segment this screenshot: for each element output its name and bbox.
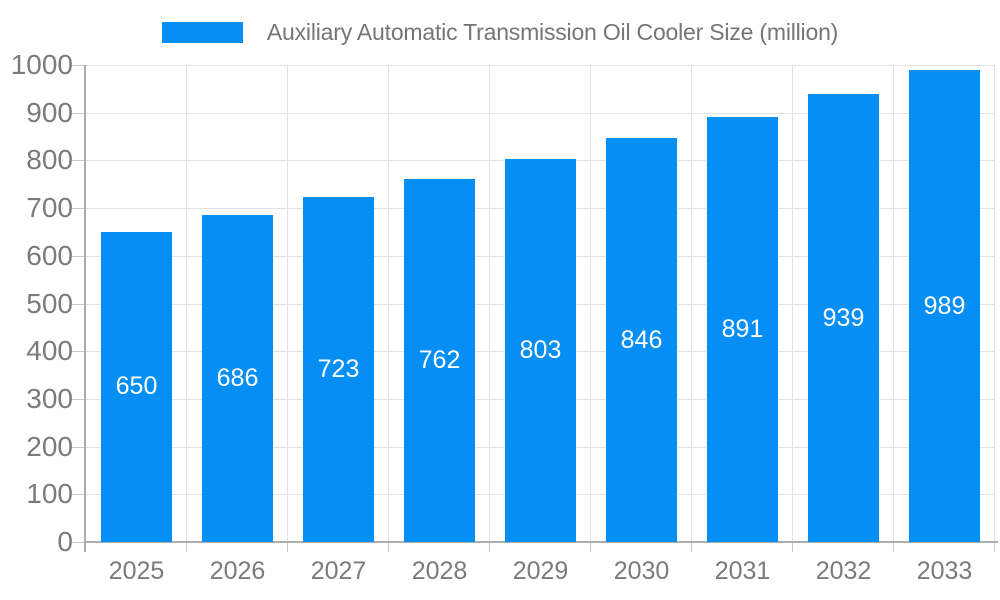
bar-value-label: 989 [923, 291, 966, 320]
bar: 989 [909, 70, 980, 542]
x-axis-category-label: 2028 [411, 557, 468, 585]
x-axis-category-label: 2031 [714, 557, 771, 585]
bar: 723 [303, 197, 374, 542]
bar: 650 [101, 231, 172, 542]
x-axis-category-label: 2030 [613, 557, 670, 585]
bar: 891 [707, 116, 778, 542]
x-axis-line [84, 541, 998, 543]
y-axis-tick-label: 1000 [10, 49, 73, 80]
h-gridline [86, 65, 995, 66]
bar: 686 [202, 214, 273, 542]
y-axis-tick-label: 600 [26, 239, 73, 271]
bar-value-label: 803 [519, 335, 562, 364]
y-axis-tick [72, 255, 85, 257]
bar: 846 [606, 138, 677, 542]
x-axis-tick [994, 543, 995, 552]
x-axis-category-label: 2033 [916, 557, 973, 585]
bar: 803 [505, 158, 576, 542]
bar-value-label: 686 [216, 363, 259, 392]
y-axis-tick-label: 400 [26, 335, 73, 367]
x-axis-tick [388, 543, 389, 552]
x-axis-tick [186, 543, 187, 552]
y-axis-line [84, 65, 86, 552]
x-axis-tick [287, 543, 288, 552]
y-axis-tick-label: 300 [26, 382, 73, 414]
v-gridline [691, 65, 692, 542]
y-axis-tick [72, 446, 85, 448]
bar-value-label: 762 [418, 345, 461, 374]
v-gridline [994, 65, 995, 542]
bar-value-label: 939 [822, 303, 865, 332]
bar-value-label: 723 [317, 355, 360, 384]
y-axis-tick [72, 303, 85, 305]
y-axis-tick [72, 65, 85, 66]
chart-legend: Auxiliary Automatic Transmission Oil Coo… [0, 19, 1000, 46]
v-gridline [287, 65, 288, 542]
v-gridline [893, 65, 894, 542]
x-axis-tick [792, 543, 793, 552]
v-gridline [489, 65, 490, 542]
v-gridline [792, 65, 793, 542]
v-gridline [590, 65, 591, 542]
y-axis-tick [72, 208, 85, 210]
x-axis-category-label: 2032 [815, 557, 872, 585]
x-axis-tick [691, 543, 692, 552]
y-axis-tick-label: 200 [26, 430, 73, 462]
x-axis-tick [893, 543, 894, 552]
bar: 762 [404, 178, 475, 542]
h-gridline [86, 112, 995, 114]
y-axis-tick [72, 351, 85, 353]
y-axis-tick-label: 100 [26, 478, 73, 510]
y-axis-tick [72, 542, 85, 543]
x-axis-category-label: 2027 [310, 557, 367, 585]
bar: 939 [808, 94, 879, 542]
legend-swatch [161, 22, 243, 43]
v-gridline [388, 65, 389, 542]
y-axis-tick-label: 900 [26, 96, 73, 128]
x-axis-category-label: 2029 [512, 557, 569, 585]
x-axis-tick [590, 543, 591, 552]
y-axis-tick [72, 398, 85, 400]
y-axis-tick-label: 0 [57, 526, 73, 557]
y-axis-tick-label: 800 [26, 144, 73, 176]
x-axis-category-label: 2025 [108, 557, 165, 585]
bar-value-label: 846 [620, 325, 663, 354]
y-axis-tick [72, 494, 85, 496]
bar-value-label: 650 [115, 372, 158, 401]
legend-label: Auxiliary Automatic Transmission Oil Coo… [266, 19, 839, 45]
v-gridline [186, 65, 187, 542]
y-axis-tick [72, 112, 85, 114]
y-axis-tick-label: 700 [26, 192, 73, 224]
x-axis-tick [489, 543, 490, 552]
y-axis-tick [72, 160, 85, 162]
x-axis-category-label: 2026 [209, 557, 266, 585]
y-axis-tick-label: 500 [26, 287, 73, 319]
bar-value-label: 891 [721, 314, 764, 343]
